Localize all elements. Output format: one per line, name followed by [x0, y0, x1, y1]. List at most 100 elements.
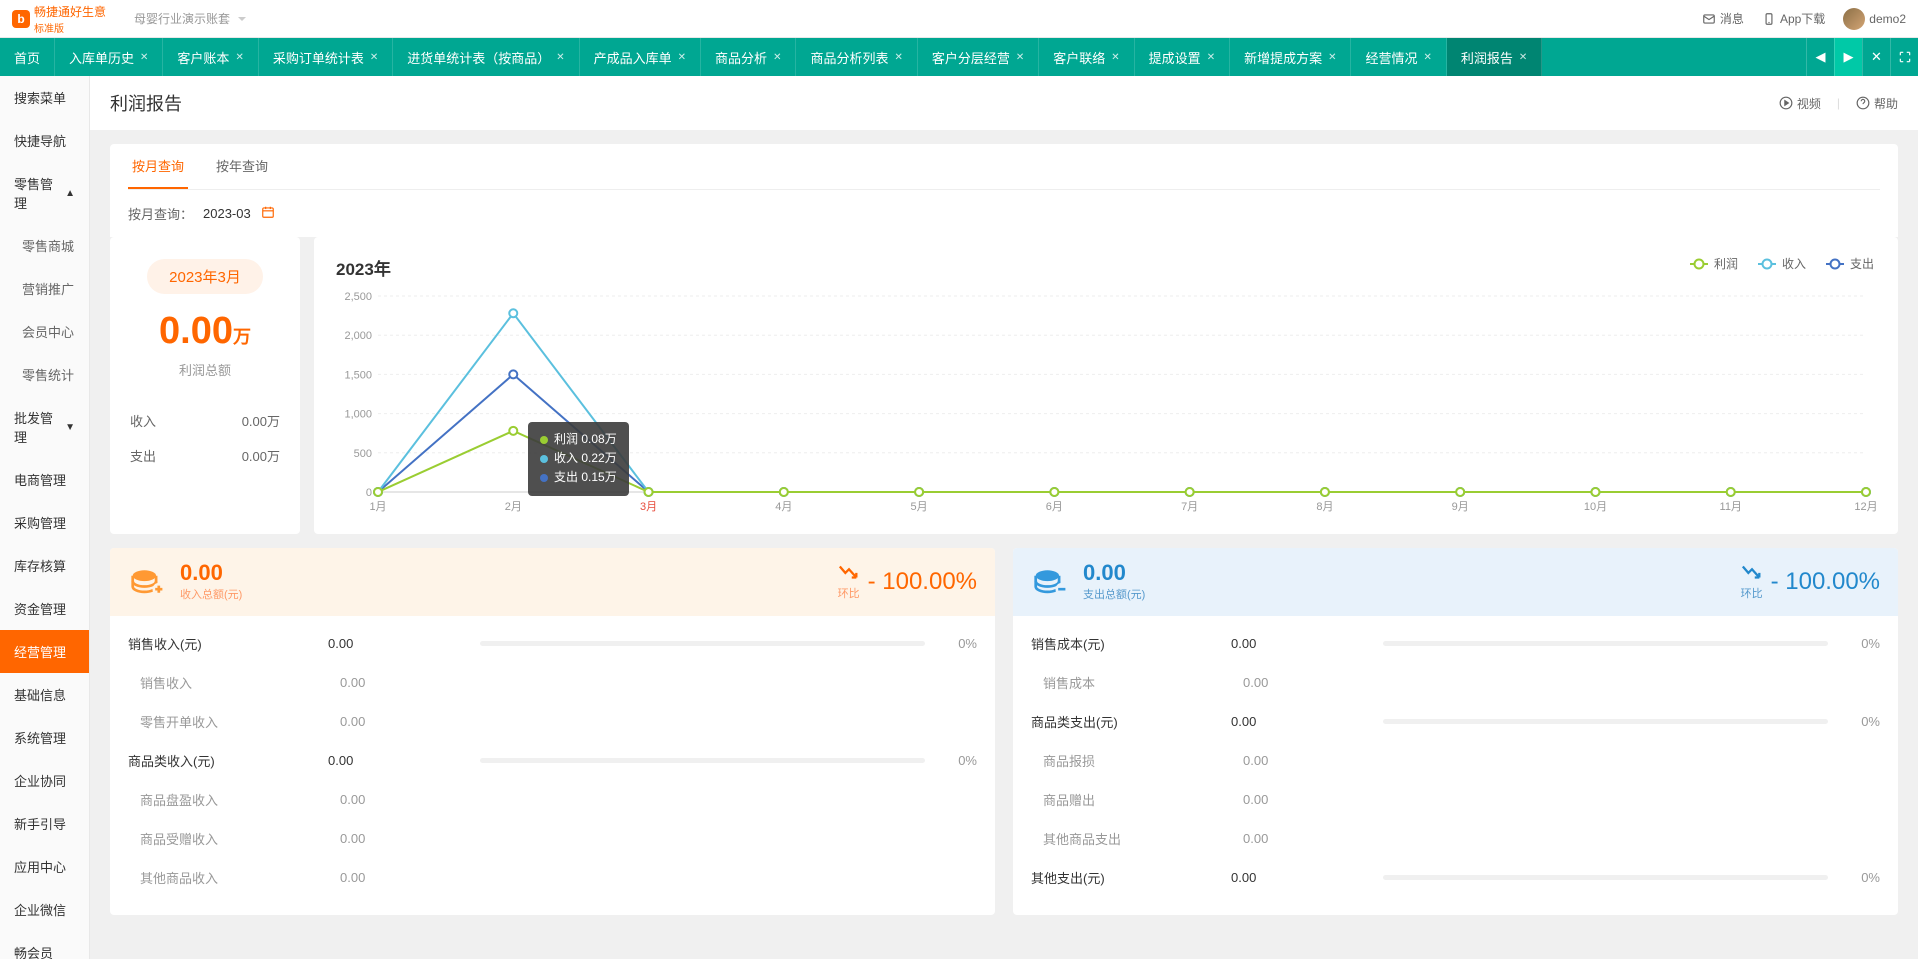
tab-close-icon[interactable]: ✕ [678, 52, 686, 63]
month-badge: 2023年3月 [147, 259, 263, 294]
expense-icon [1031, 566, 1071, 598]
tab-scroll-left[interactable]: ◀ [1806, 38, 1834, 76]
tab-item[interactable]: 首页 [0, 38, 55, 76]
header-right: 消息 App下载 demo2 [1702, 8, 1906, 30]
query-tab-year[interactable]: 按年查询 [212, 144, 272, 189]
sidebar-item[interactable]: 经营管理 [0, 630, 89, 673]
tab-close-icon[interactable]: ✕ [1328, 52, 1336, 63]
svg-text:9月: 9月 [1452, 501, 1469, 513]
sidebar-item[interactable]: 应用中心 [0, 845, 89, 888]
sidebar-item[interactable]: 新手引导 [0, 802, 89, 845]
progress-bar [480, 641, 925, 646]
filter-date[interactable]: 2023-03 [203, 206, 251, 221]
progress-bar [1383, 719, 1828, 724]
tab-item[interactable]: 提成设置✕ [1135, 38, 1230, 76]
detail-row: 销售收入(元)0.000% [128, 624, 977, 663]
page-header: 利润报告 视频 | 帮助 [90, 76, 1918, 130]
legend-income[interactable]: .legend-item:nth-child(2) .legend-marker… [1758, 255, 1806, 272]
video-link[interactable]: 视频 [1779, 95, 1821, 112]
query-filter: 按月查询： 2023-03 [110, 190, 1898, 237]
tab-item[interactable]: 商品分析列表✕ [796, 38, 917, 76]
tab-item[interactable]: 经营情况✕ [1351, 38, 1446, 76]
detail-row: 商品报损0.00 [1031, 741, 1880, 780]
detail-row: 商品类支出(元)0.000% [1031, 702, 1880, 741]
download-button[interactable]: App下载 [1762, 10, 1825, 27]
query-tab-month[interactable]: 按月查询 [128, 144, 188, 189]
detail-row: 其他商品支出0.00 [1031, 819, 1880, 858]
detail-row: 销售成本0.00 [1031, 663, 1880, 702]
message-button[interactable]: 消息 [1702, 10, 1744, 27]
tab-close-icon[interactable]: ✕ [556, 52, 564, 63]
tab-close-icon[interactable]: ✕ [1207, 52, 1215, 63]
detail-row: 商品盘盈收入0.00 [128, 780, 977, 819]
user-menu[interactable]: demo2 [1843, 8, 1906, 30]
legend-profit[interactable]: .legend-item:nth-child(1) .legend-marker… [1690, 255, 1738, 272]
svg-text:1月: 1月 [369, 501, 386, 513]
expense-amount: 0.00 [1083, 562, 1145, 584]
play-icon [1779, 96, 1793, 110]
chart-tooltip: 利润 0.08万收入 0.22万支出 0.15万 [528, 422, 629, 496]
income-amount: 0.00 [180, 562, 242, 584]
sidebar-subitem[interactable]: 会员中心 [0, 310, 89, 353]
tab-item[interactable]: 客户联络✕ [1039, 38, 1134, 76]
legend-marker-expense: .legend-item:nth-child(3) .legend-marker… [1826, 263, 1844, 265]
tab-item[interactable]: 客户分层经营✕ [918, 38, 1039, 76]
tab-close-icon[interactable]: ✕ [370, 52, 378, 63]
brand-text: 畅捷通好生意 [34, 3, 106, 20]
legend-expense[interactable]: .legend-item:nth-child(3) .legend-marker… [1826, 255, 1874, 272]
sidebar-item[interactable]: 库存核算 [0, 544, 89, 587]
sidebar-item[interactable]: 采购管理 [0, 501, 89, 544]
tab-close-icon[interactable]: ✕ [140, 52, 148, 63]
chart-area: 2,5002,0001,5001,00050001月2月3月4月5月6月7月8月… [336, 286, 1876, 516]
sidebar-item[interactable]: 资金管理 [0, 587, 89, 630]
tab-close-icon[interactable]: ✕ [1016, 52, 1024, 63]
tab-close-icon[interactable]: ✕ [1424, 52, 1432, 63]
help-link[interactable]: 帮助 [1856, 95, 1898, 112]
detail-cards: 0.00 收入总额(元) 环比 - 100.00% [110, 548, 1898, 915]
message-icon [1702, 12, 1716, 26]
svg-text:8月: 8月 [1316, 501, 1333, 513]
tab-item[interactable]: 商品分析✕ [701, 38, 796, 76]
detail-row: 商品类收入(元)0.000% [128, 741, 977, 780]
progress-bar [1383, 641, 1828, 646]
trend-down-icon [1741, 564, 1763, 585]
tab-close-icon[interactable]: ✕ [1519, 52, 1527, 63]
tab-item[interactable]: 进货单统计表（按商品）✕ [393, 38, 579, 76]
tab-close-all[interactable]: ✕ [1862, 38, 1890, 76]
tab-close-icon[interactable]: ✕ [894, 52, 902, 63]
sidebar-item[interactable]: 批发管理▼ [0, 396, 89, 458]
tab-item[interactable]: 产成品入库单✕ [580, 38, 701, 76]
tab-close-icon[interactable]: ✕ [1111, 52, 1119, 63]
tab-item[interactable]: 利润报告✕ [1447, 38, 1542, 76]
tab-item[interactable]: 新增提成方案✕ [1230, 38, 1351, 76]
tab-item[interactable]: 入库单历史✕ [55, 38, 163, 76]
calendar-icon[interactable] [261, 205, 275, 222]
tab-item[interactable]: 采购订单统计表✕ [259, 38, 393, 76]
account-selector[interactable]: 母婴行业演示账套 [126, 6, 250, 31]
sidebar-subitem[interactable]: 营销推广 [0, 267, 89, 310]
sidebar-item[interactable]: 零售管理▲ [0, 162, 89, 224]
phone-icon [1762, 12, 1776, 26]
tab-item[interactable]: 客户账本✕ [163, 38, 258, 76]
sidebar-item[interactable]: 系统管理 [0, 716, 89, 759]
fullscreen-button[interactable] [1890, 38, 1918, 76]
sidebar-quick-nav[interactable]: 快捷导航 [0, 119, 89, 162]
progress-bar [1383, 875, 1828, 880]
tab-close-icon[interactable]: ✕ [235, 52, 243, 63]
sidebar-item[interactable]: 畅会员 [0, 931, 89, 959]
help-icon [1856, 96, 1870, 110]
sidebar-item[interactable]: 基础信息 [0, 673, 89, 716]
version-badge: 标准版 [34, 20, 106, 35]
sidebar-item[interactable]: 企业协同 [0, 759, 89, 802]
expense-sublabel: 支出总额(元) [1083, 586, 1145, 602]
profit-total-label: 利润总额 [126, 360, 284, 379]
query-tabs: 按月查询 按年查询 [128, 144, 1880, 190]
sidebar-subitem[interactable]: 零售统计 [0, 353, 89, 396]
sidebar-item[interactable]: 电商管理 [0, 458, 89, 501]
progress-bar [480, 758, 925, 763]
tab-close-icon[interactable]: ✕ [773, 52, 781, 63]
sidebar-subitem[interactable]: 零售商城 [0, 224, 89, 267]
sidebar-search[interactable]: 搜索菜单 [0, 76, 89, 119]
tab-scroll-right[interactable]: ▶ [1834, 38, 1862, 76]
sidebar-item[interactable]: 企业微信 [0, 888, 89, 931]
